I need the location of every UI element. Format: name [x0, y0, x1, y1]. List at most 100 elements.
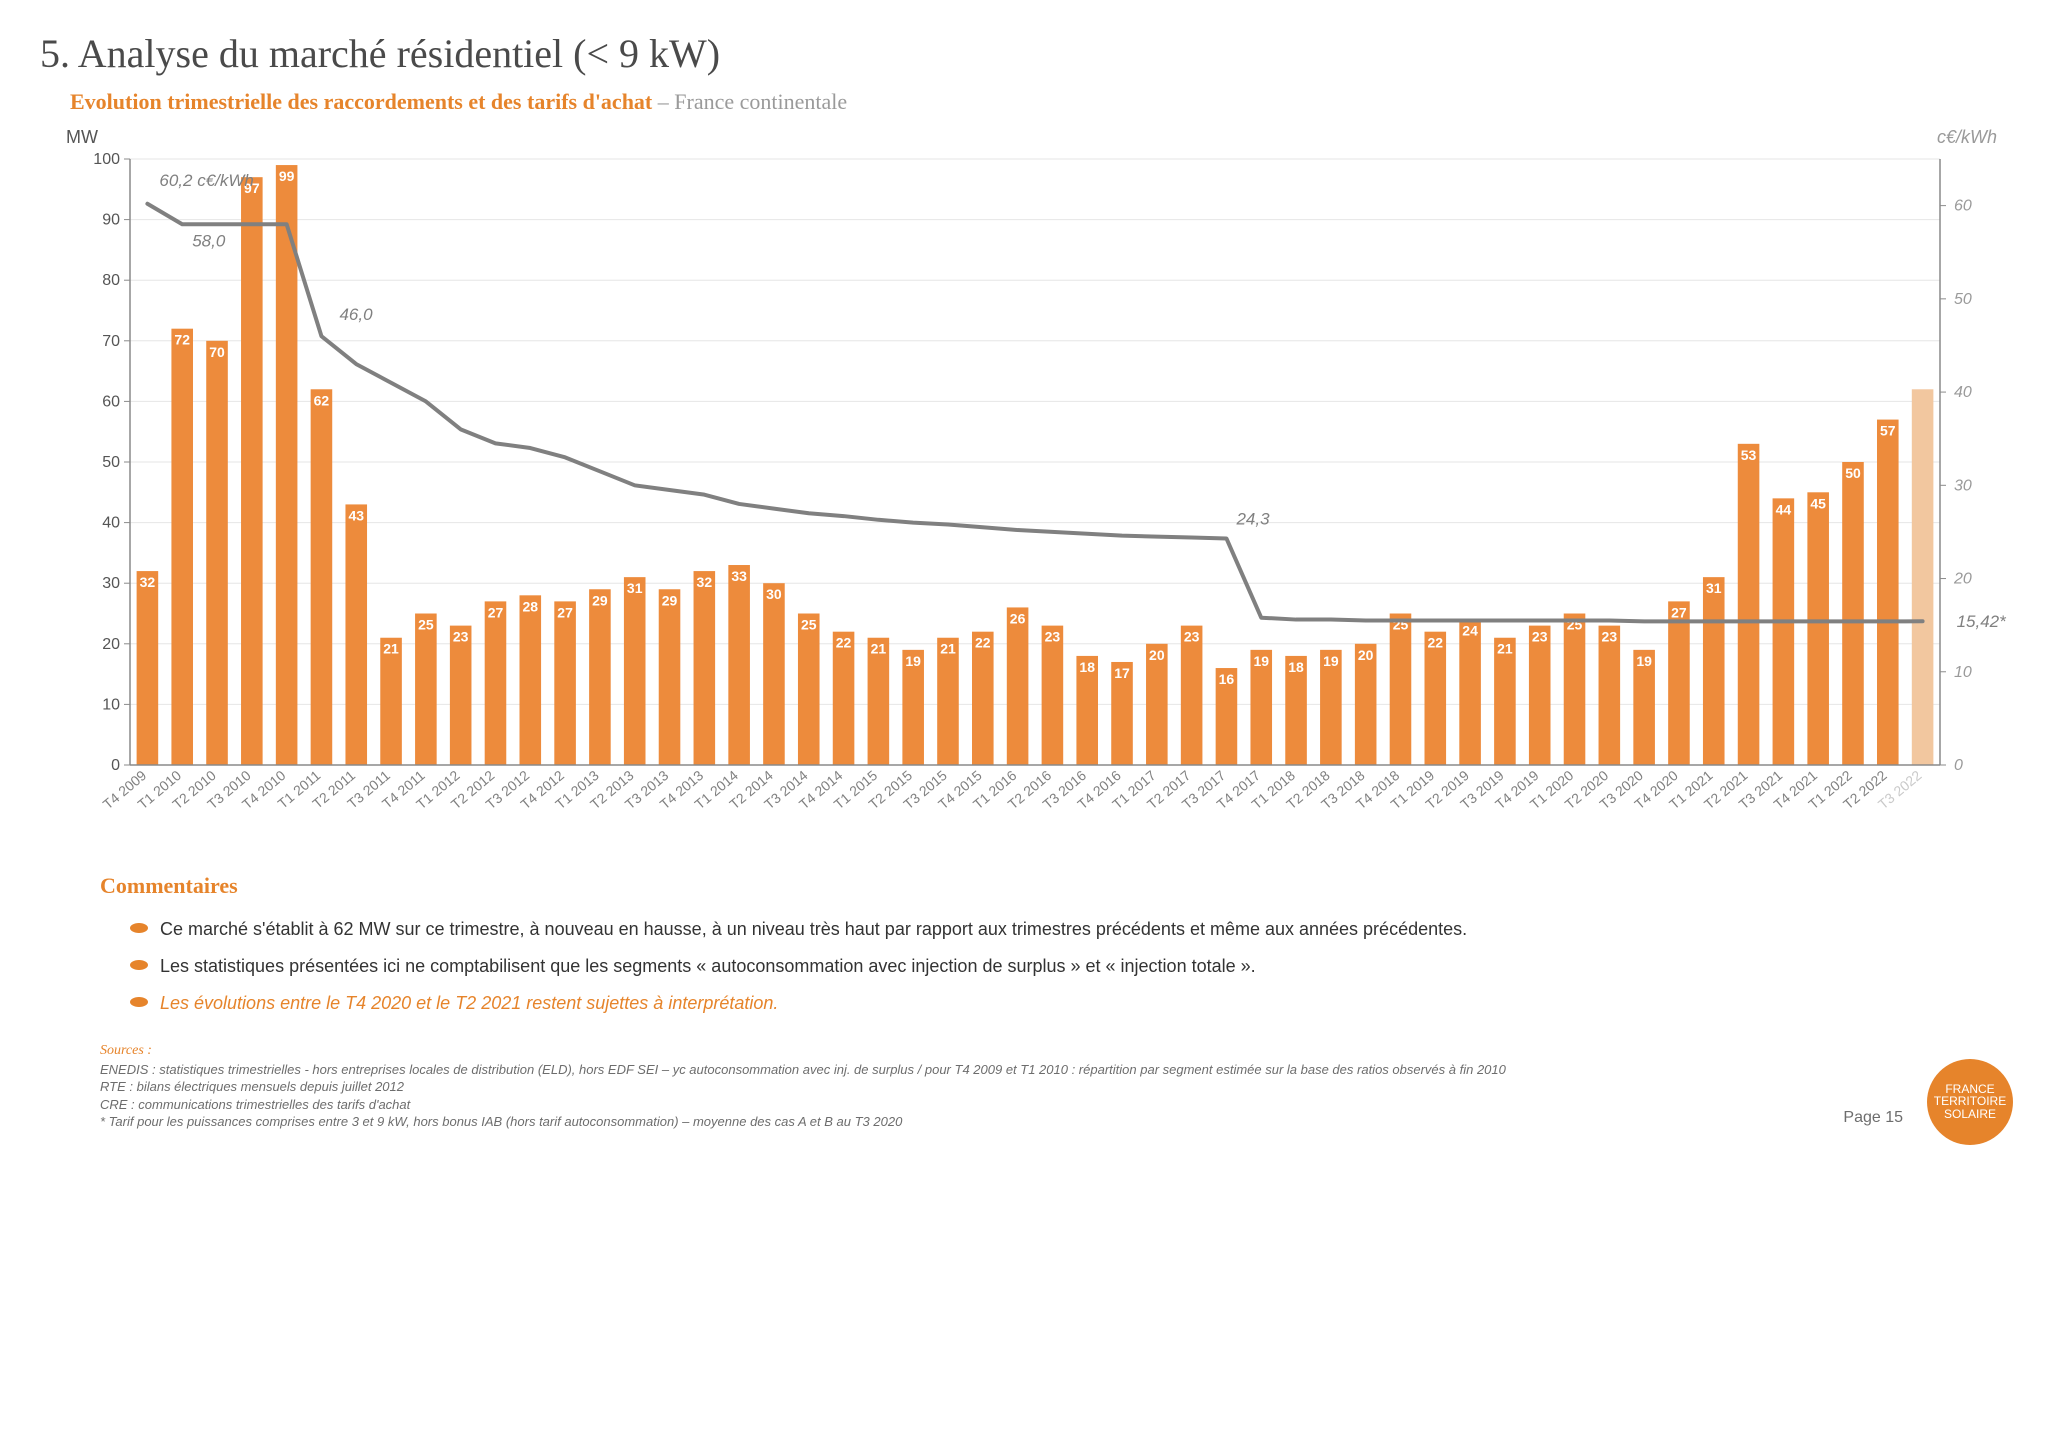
svg-text:0: 0	[1954, 757, 1963, 774]
svg-text:19: 19	[905, 653, 921, 669]
bar	[450, 626, 472, 765]
svg-text:29: 29	[662, 592, 678, 608]
svg-text:22: 22	[836, 635, 852, 651]
bar	[1529, 626, 1551, 765]
svg-text:31: 31	[1706, 580, 1722, 596]
bar	[1564, 614, 1586, 766]
bar	[241, 177, 263, 765]
svg-text:58,0: 58,0	[192, 231, 226, 250]
bar	[380, 638, 402, 765]
svg-text:50: 50	[102, 454, 120, 471]
bar	[311, 389, 333, 765]
svg-text:18: 18	[1288, 659, 1304, 675]
svg-text:28: 28	[522, 598, 538, 614]
comment-item: Ce marché s'établit à 62 MW sur ce trime…	[130, 911, 1963, 948]
svg-text:50: 50	[1845, 465, 1861, 481]
brand-logo: FRANCE TERRITOIRE SOLAIRE	[1927, 1059, 2013, 1145]
svg-text:20: 20	[102, 636, 120, 653]
logo-line-3: SOLAIRE	[1944, 1108, 1996, 1121]
tariff-line	[147, 204, 1922, 622]
sources-block: ENEDIS : statistiques trimestrielles - h…	[100, 1061, 1963, 1131]
svg-text:26: 26	[1010, 610, 1026, 626]
bar	[728, 565, 750, 765]
y-axis-right-label: c€/kWh	[1937, 127, 1997, 148]
svg-text:25: 25	[418, 617, 434, 633]
svg-text:72: 72	[174, 332, 190, 348]
svg-text:99: 99	[279, 168, 295, 184]
bar	[1842, 462, 1864, 765]
bar	[415, 614, 437, 766]
svg-text:70: 70	[209, 344, 225, 360]
chart-svg: 0102030405060708090100010203040506032727…	[70, 135, 2010, 855]
svg-text:21: 21	[383, 641, 399, 657]
subtitle-muted: – France continentale	[652, 89, 847, 114]
bar	[1703, 577, 1725, 765]
bar	[1424, 632, 1446, 765]
bar	[1494, 638, 1516, 765]
bar	[694, 571, 716, 765]
svg-text:80: 80	[102, 272, 120, 289]
svg-text:27: 27	[557, 604, 573, 620]
svg-text:17: 17	[1114, 665, 1130, 681]
svg-text:30: 30	[102, 575, 120, 592]
bar	[798, 614, 820, 766]
svg-text:19: 19	[1636, 653, 1652, 669]
bar	[206, 341, 228, 765]
bar	[972, 632, 994, 765]
svg-text:33: 33	[731, 568, 747, 584]
svg-text:60: 60	[1954, 198, 1972, 215]
svg-text:29: 29	[592, 592, 608, 608]
svg-text:21: 21	[1497, 641, 1513, 657]
chart-subtitle: Evolution trimestrielle des raccordement…	[70, 89, 2023, 115]
bar	[1390, 614, 1412, 766]
svg-text:62: 62	[314, 392, 330, 408]
svg-text:60,2 c€/kWh: 60,2 c€/kWh	[159, 171, 254, 190]
svg-text:20: 20	[1149, 647, 1165, 663]
sources-title: Sources :	[100, 1043, 2023, 1059]
chart-container: MW c€/kWh 010203040506070809010001020304…	[70, 135, 1993, 855]
svg-text:23: 23	[1045, 629, 1061, 645]
svg-text:24: 24	[1462, 623, 1478, 639]
svg-text:57: 57	[1880, 423, 1896, 439]
svg-text:53: 53	[1741, 447, 1757, 463]
svg-text:43: 43	[348, 507, 364, 523]
svg-text:70: 70	[102, 333, 120, 350]
svg-text:22: 22	[975, 635, 991, 651]
svg-text:18: 18	[1079, 659, 1095, 675]
svg-text:27: 27	[488, 604, 504, 620]
source-line: RTE : bilans électriques mensuels depuis…	[100, 1078, 1963, 1096]
bar	[1773, 498, 1795, 765]
svg-text:32: 32	[140, 574, 156, 590]
bar	[171, 329, 193, 765]
comment-item: Les évolutions entre le T4 2020 et le T2…	[130, 985, 1963, 1022]
svg-text:90: 90	[102, 212, 120, 229]
footer: Sources : ENEDIS : statistiques trimestr…	[40, 1043, 2023, 1131]
bar	[763, 583, 785, 765]
svg-text:23: 23	[1184, 629, 1200, 645]
bar	[833, 632, 855, 765]
svg-text:0: 0	[111, 757, 120, 774]
svg-text:40: 40	[102, 515, 120, 532]
bar	[485, 601, 507, 765]
svg-text:10: 10	[1954, 664, 1972, 681]
svg-text:44: 44	[1776, 501, 1792, 517]
svg-text:20: 20	[1358, 647, 1374, 663]
bar	[937, 638, 959, 765]
svg-text:23: 23	[1602, 629, 1618, 645]
bar	[519, 595, 541, 765]
comments-title: Commentaires	[100, 873, 2023, 899]
bar	[1738, 444, 1760, 765]
page-number: Page 15	[1843, 1109, 1903, 1127]
svg-text:19: 19	[1253, 653, 1269, 669]
svg-text:45: 45	[1810, 495, 1826, 511]
svg-text:32: 32	[697, 574, 713, 590]
svg-text:46,0: 46,0	[339, 305, 373, 324]
svg-text:20: 20	[1953, 571, 1972, 588]
bar	[589, 589, 611, 765]
svg-text:30: 30	[766, 586, 782, 602]
bar	[554, 601, 576, 765]
svg-text:27: 27	[1671, 604, 1687, 620]
bar	[868, 638, 890, 765]
bar	[345, 504, 367, 765]
svg-text:24,3: 24,3	[1235, 509, 1270, 528]
